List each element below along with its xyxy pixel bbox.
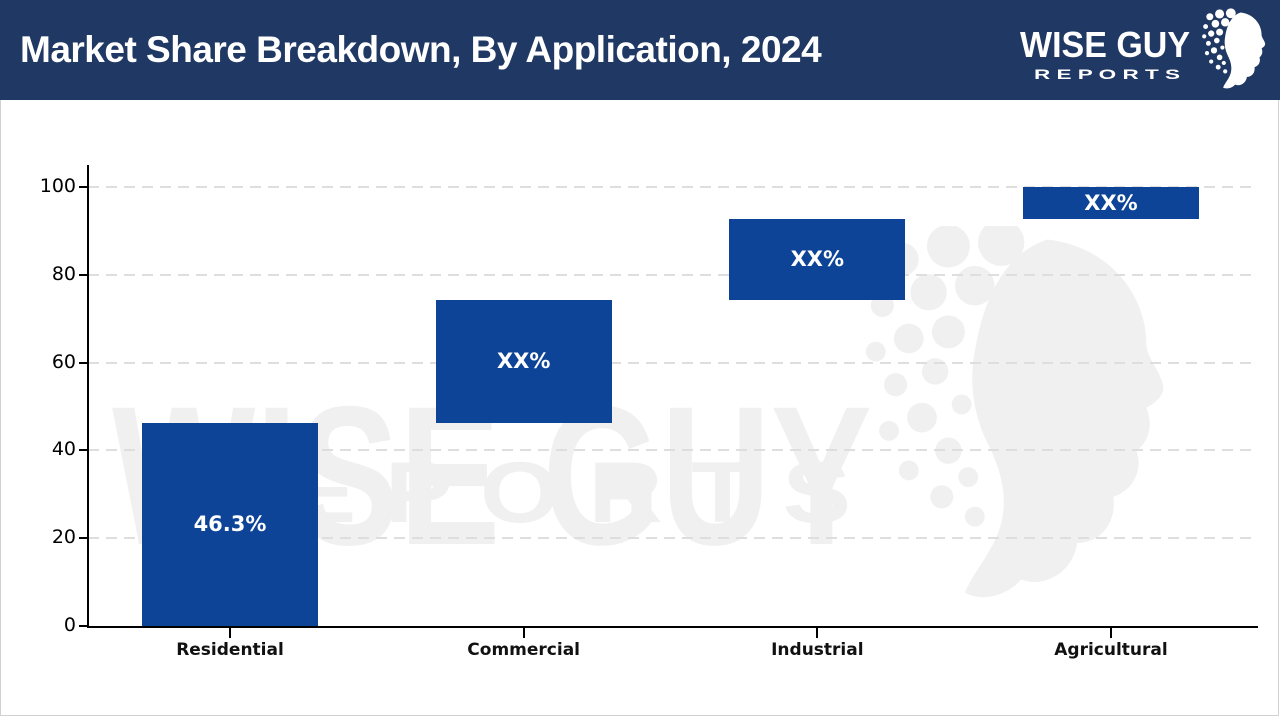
bar-industrial: XX%: [729, 219, 906, 300]
logo-subtitle: R E P O R T S: [1034, 66, 1180, 82]
svg-text:WISE GUY: WISE GUY: [1020, 24, 1190, 64]
gridline: [88, 273, 1258, 276]
y-axis-line: [87, 165, 89, 628]
x-tick-label: Commercial: [467, 640, 580, 660]
x-tick: [816, 628, 819, 638]
y-tick-label: 40: [51, 438, 76, 461]
x-tick-label: Agricultural: [1054, 640, 1168, 660]
y-tick-label: 100: [39, 175, 76, 197]
x-tick: [522, 628, 525, 638]
gridline: [88, 186, 1258, 188]
bar-agricultural: XX%: [1023, 187, 1199, 220]
y-tick-label: 20: [51, 526, 76, 549]
svg-text:R E P O R T S: R E P O R T S: [1034, 66, 1180, 82]
y-tick: [79, 537, 87, 540]
bar-value-label: XX%: [496, 349, 551, 374]
gridline: [88, 537, 1258, 540]
x-tick: [1110, 628, 1112, 638]
y-tick: [79, 449, 87, 452]
gridline: [88, 449, 1258, 452]
y-tick: [79, 625, 87, 627]
x-tick-label: Industrial: [771, 640, 864, 660]
y-tick-label: 80: [51, 262, 76, 285]
bar-value-label: XX%: [1084, 191, 1138, 216]
bar-value-label: XX%: [790, 247, 845, 272]
y-tick-label: 60: [51, 350, 76, 373]
page-title: Market Share Breakdown, By Application, …: [20, 29, 822, 70]
x-tick-label: Residential: [176, 640, 284, 660]
y-tick: [79, 273, 87, 276]
x-tick: [229, 628, 231, 638]
header-bar: Market Share Breakdown, By Application, …: [0, 0, 1280, 100]
x-axis-line: [87, 626, 1258, 628]
logo-wordmark: WISE GUY: [1020, 24, 1190, 64]
bar-residential: 46.3%: [142, 422, 318, 626]
y-tick: [79, 186, 87, 188]
bar-value-label: 46.3%: [193, 512, 267, 537]
gridline: [88, 361, 1258, 364]
brand-logo: WISE GUY R E P O R T S: [1020, 6, 1270, 94]
bar-commercial: XX%: [435, 299, 612, 423]
y-tick: [79, 361, 87, 364]
y-tick-label: 0: [63, 614, 76, 636]
